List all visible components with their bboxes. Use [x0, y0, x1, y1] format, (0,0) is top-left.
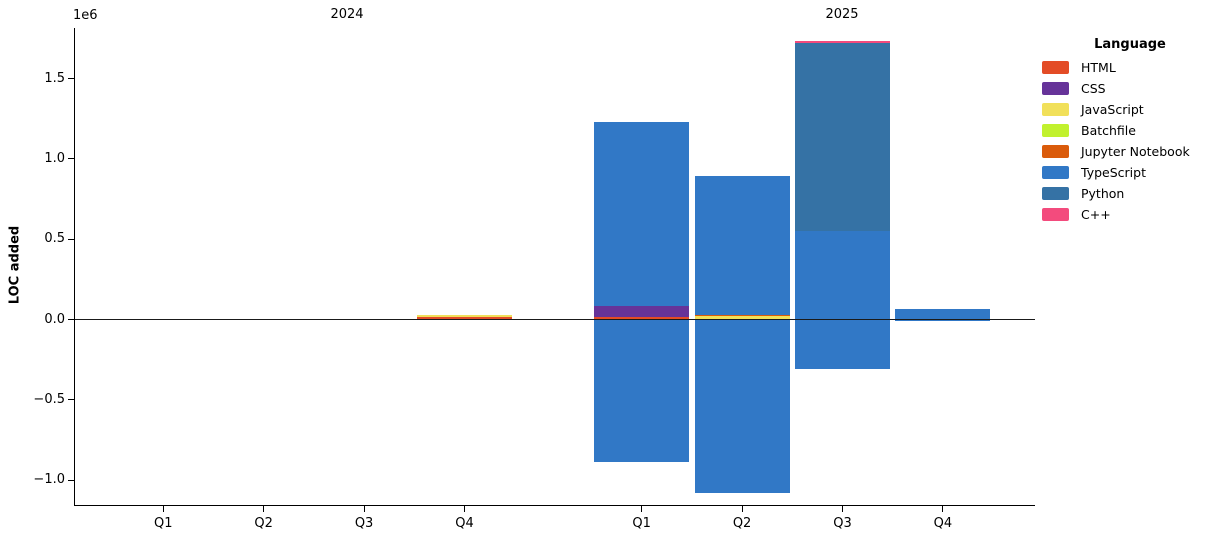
legend-entries: HTML CSS JavaScript Batchfile Jupyter Notebo… — [1042, 57, 1218, 225]
y-tick-label: 0.0 — [44, 311, 65, 327]
legend: Language HTML CSS JavaScript Batchfile Jupyt… — [1042, 37, 1218, 225]
x-tick-mark — [741, 505, 743, 512]
x-tick-mark — [841, 505, 844, 512]
bar-segment-javascript — [417, 315, 512, 317]
x-tick-mark — [463, 505, 466, 512]
legend-swatch-batchfile — [1042, 124, 1069, 137]
legend-label: C++ — [1081, 206, 1111, 222]
y-tick-mark — [68, 318, 75, 321]
legend-label: Batchfile — [1081, 122, 1136, 138]
legend-swatch-html — [1042, 61, 1069, 74]
legend-swatch-python — [1042, 187, 1069, 200]
legend-entry: JavaScript — [1042, 99, 1218, 120]
bar-segment-javascript — [694, 316, 790, 320]
x-axis-spine — [74, 505, 1035, 507]
bar-segment-html — [594, 316, 690, 320]
y-tick-mark — [68, 479, 75, 481]
x-tick-label: Q3 — [354, 516, 374, 531]
group-title-2024: 2024 — [330, 7, 364, 22]
bar-segment-c- — [795, 41, 890, 44]
bar-segment-typescript — [895, 319, 991, 322]
y-axis-offset-label: 1e6 — [73, 8, 98, 23]
y-tick-label: −1.0 — [33, 472, 65, 488]
x-tick-label: Q4 — [933, 516, 953, 531]
x-tick-label: Q4 — [455, 516, 474, 531]
legend-entry: Batchfile — [1042, 120, 1218, 141]
y-tick-label: −0.5 — [33, 391, 65, 407]
x-tick-mark — [942, 505, 944, 512]
y-tick-label: 0.5 — [44, 231, 65, 247]
x-tick-mark — [263, 505, 265, 512]
bar-segment-typescript — [795, 319, 890, 370]
legend-entry: Python — [1042, 183, 1218, 204]
legend-label: Jupyter Notebook — [1081, 143, 1190, 159]
legend-title: Language — [1094, 37, 1166, 52]
y-tick-label: 1.0 — [44, 150, 65, 166]
zero-line — [74, 318, 1035, 321]
x-tick-mark — [162, 505, 164, 512]
bar-segment-typescript — [694, 319, 790, 493]
legend-label: HTML — [1081, 59, 1116, 75]
y-tick-mark — [68, 158, 75, 160]
x-tick-label: Q2 — [254, 516, 273, 531]
bar-segment-typescript — [895, 308, 991, 320]
legend-swatch-c- — [1042, 208, 1069, 221]
bar-segment-typescript — [795, 231, 890, 320]
bar-segment-python — [795, 43, 890, 232]
legend-entry: HTML — [1042, 57, 1218, 78]
legend-entry: Jupyter Notebook — [1042, 141, 1218, 162]
bar-segment-css — [594, 306, 690, 317]
x-tick-label: Q3 — [833, 516, 852, 531]
bar-segment-typescript — [594, 319, 690, 462]
x-tick-mark — [641, 505, 643, 512]
bar-segment-typescript — [694, 176, 790, 315]
legend-swatch-jupyter-notebook — [1042, 145, 1069, 158]
legend-entry: C++ — [1042, 204, 1218, 225]
legend-swatch-typescript — [1042, 166, 1069, 179]
bar-segment-html — [417, 316, 512, 320]
legend-label: Python — [1081, 185, 1125, 201]
y-tick-mark — [68, 399, 75, 401]
legend-label: JavaScript — [1081, 101, 1144, 117]
legend-swatch-javascript — [1042, 103, 1069, 116]
x-tick-label: Q1 — [632, 516, 651, 531]
y-axis-spine — [74, 28, 76, 506]
x-tick-mark — [363, 505, 365, 512]
y-tick-mark — [68, 77, 75, 80]
bar-segment-jupyter-notebook — [694, 314, 790, 317]
legend-label: CSS — [1081, 80, 1106, 96]
x-tick-label: Q2 — [732, 516, 752, 531]
legend-swatch-css — [1042, 82, 1069, 95]
bar-segment-typescript — [594, 122, 690, 306]
legend-entry: TypeScript — [1042, 162, 1218, 183]
x-tick-label: Q1 — [154, 516, 173, 531]
legend-entry: CSS — [1042, 78, 1218, 99]
legend-label: TypeScript — [1081, 164, 1146, 180]
y-tick-label: 1.5 — [44, 70, 65, 86]
y-tick-mark — [68, 238, 75, 240]
group-title-2025: 2025 — [825, 7, 859, 22]
